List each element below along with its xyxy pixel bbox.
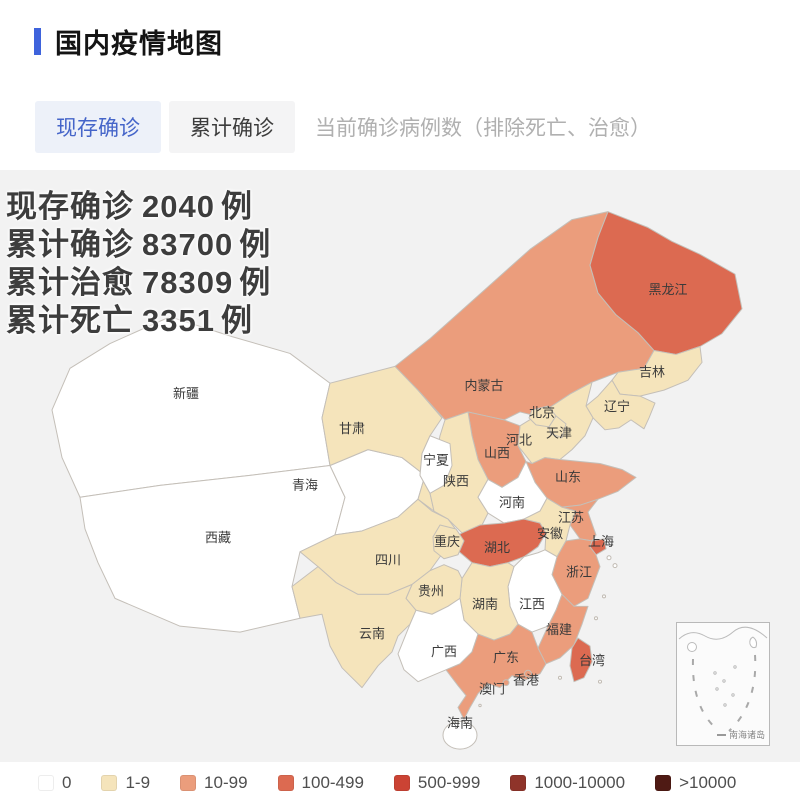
inset-scale-dash	[716, 733, 726, 736]
legend-swatch	[180, 775, 197, 791]
title-row: 国内疫情地图	[0, 0, 800, 61]
stat-label: 累计治愈	[6, 265, 134, 300]
south-china-sea-inset: 南海诸岛	[676, 622, 770, 746]
legend-label: 10-99	[204, 773, 248, 792]
legend-swatch	[277, 775, 294, 791]
stat-line-2: 累计治愈 78309 例	[6, 264, 271, 302]
stat-label: 现存确诊	[6, 189, 134, 224]
stats-overlay: 现存确诊 2040 例累计确诊 83700 例累计治愈 78309 例累计死亡 3351 例	[6, 188, 271, 340]
tab-cumulative-confirmed[interactable]: 累计确诊	[169, 101, 295, 153]
province-chongqing[interactable]	[432, 524, 465, 560]
page-title: 国内疫情地图	[55, 29, 223, 59]
province-hainan[interactable]	[442, 720, 478, 750]
inset-label: 南海诸岛	[728, 730, 765, 740]
stat-value: 78309	[142, 265, 234, 300]
header: 国内疫情地图 现存确诊 累计确诊 当前确诊病例数（排除死亡、治愈）	[0, 0, 800, 170]
stat-value: 3351	[142, 303, 215, 338]
legend-label: 500-999	[417, 773, 481, 792]
province-hubei[interactable]	[451, 518, 547, 568]
tabs-note: 当前确诊病例数（排除死亡、治愈）	[315, 117, 651, 140]
legend-bar: 0 1-9 10-99 100-499 500-999 1000-10000 >10000	[0, 762, 800, 804]
legend-label: 0	[62, 773, 72, 792]
stat-value: 2040	[142, 189, 215, 224]
legend-label: 1000-10000	[534, 773, 626, 792]
legend-swatch	[38, 775, 54, 791]
stat-unit: 例	[220, 303, 253, 338]
legend-item-4: 500-999	[393, 773, 481, 793]
stat-unit: 例	[239, 227, 272, 262]
stat-unit: 例	[239, 265, 272, 300]
province-anhui[interactable]	[523, 497, 577, 558]
stat-line-3: 累计死亡 3351 例	[6, 302, 271, 340]
legend-item-3: 100-499	[277, 773, 364, 793]
province-jiangsu[interactable]	[561, 498, 599, 542]
province-tianjin[interactable]	[548, 415, 567, 439]
province-xinjiang[interactable]	[51, 316, 331, 498]
islet-dots	[478, 555, 618, 708]
province-fujian[interactable]	[537, 593, 589, 665]
legend-item-1: 1-9	[101, 773, 150, 793]
legend-item-0: 0	[38, 773, 71, 793]
inset-label-row: 南海诸岛	[716, 728, 765, 741]
stat-line-1: 累计确诊 83700 例	[6, 226, 271, 264]
province-taiwan[interactable]	[569, 637, 593, 683]
province-xianggang[interactable]	[524, 669, 532, 678]
legend-item-5: 1000-10000	[510, 773, 625, 793]
stat-line-0: 现存确诊 2040 例	[6, 188, 271, 226]
stat-label: 累计死亡	[6, 303, 134, 338]
province-yunnan[interactable]	[291, 566, 417, 689]
legend-swatch	[655, 775, 672, 791]
legend-swatch	[393, 775, 410, 791]
legend-label: 100-499	[301, 773, 364, 792]
legend-label: 1-9	[125, 773, 151, 792]
legend-item-6: >10000	[655, 773, 736, 793]
stat-unit: 例	[220, 189, 253, 224]
stat-value: 83700	[142, 227, 234, 262]
province-guangdong[interactable]	[445, 623, 547, 720]
province-jilin[interactable]	[611, 346, 703, 397]
inset-map	[678, 626, 768, 732]
legend-item-2: 10-99	[180, 773, 248, 793]
title-accent-bar	[34, 28, 41, 55]
tabs-row: 现存确诊 累计确诊 当前确诊病例数（排除死亡、治愈）	[35, 101, 800, 153]
province-aomen[interactable]	[502, 679, 510, 687]
legend-label: >10000	[679, 773, 737, 792]
province-ningxia[interactable]	[419, 435, 453, 494]
legend-swatch	[510, 775, 527, 791]
legend-swatch	[101, 775, 118, 791]
map-area: 现存确诊 2040 例累计确诊 83700 例累计治愈 78309 例累计死亡 3351 例 新…	[0, 170, 800, 762]
tab-current-confirmed[interactable]: 现存确诊	[35, 101, 161, 153]
stat-label: 累计确诊	[6, 227, 134, 262]
